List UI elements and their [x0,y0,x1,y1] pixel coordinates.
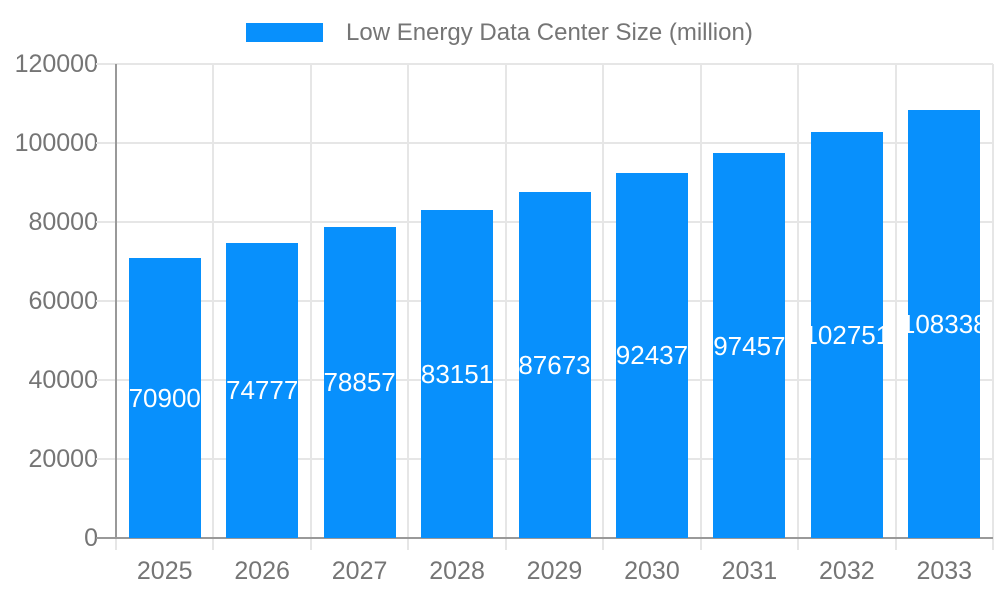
x-axis-tick-label: 2030 [624,557,680,585]
legend-swatch-icon [246,23,323,42]
x-axis-tick-label: 2033 [916,557,973,585]
x-gridline [894,64,897,550]
bar-value-label: 87673 [518,349,591,380]
bar-value-label: 97457 [713,330,786,361]
x-axis-line [96,537,993,539]
y-axis-tick-label: 60000 [28,287,98,315]
bar-value-label: 108338 [900,309,988,340]
y-axis-line [115,64,117,538]
y-gridline [96,63,993,65]
bar[interactable] [908,110,981,538]
bar-value-label: 102751 [803,320,891,351]
bar-value-label: 74777 [226,375,299,406]
bar[interactable] [421,209,494,538]
x-gridline [699,64,702,550]
bar-value-label: 70900 [128,382,201,413]
bar[interactable] [226,242,299,538]
legend-label: Low Energy Data Center Size (million) [346,19,753,46]
bar-value-label: 78857 [323,367,396,398]
y-axis-tick-label: 80000 [28,208,98,236]
y-axis-tick-label: 120000 [14,50,98,78]
x-axis-tick-label: 2025 [136,557,193,585]
bar-value-label: 92437 [615,340,689,371]
bar[interactable] [128,257,201,538]
x-gridline [309,64,312,550]
x-gridline [504,64,507,550]
x-gridline [602,64,605,550]
x-axis-tick-label: 2027 [331,557,388,585]
x-axis-tick-label: 2031 [721,557,778,585]
bar[interactable] [518,191,591,538]
bar[interactable] [713,153,786,538]
y-axis-tick-label: 100000 [14,129,98,157]
x-axis-tick-label: 2032 [819,557,875,585]
x-gridline [992,64,994,550]
bar[interactable] [323,226,396,538]
x-gridline [407,64,410,550]
x-gridline [797,64,800,550]
bar-value-label: 83151 [420,358,494,389]
y-axis-tick-label: 20000 [28,445,98,473]
y-gridline [96,142,993,144]
bar[interactable] [810,132,883,538]
x-axis-tick-label: 2026 [234,557,290,585]
y-axis-tick-label: 40000 [28,366,98,394]
x-axis-tick-label: 2028 [429,557,485,585]
x-axis-tick-label: 2029 [526,557,583,585]
chart-legend: Low Energy Data Center Size (million) [0,0,1000,55]
y-axis-tick-label: 0 [84,524,98,552]
bar[interactable] [615,172,688,538]
x-gridline [212,64,215,550]
